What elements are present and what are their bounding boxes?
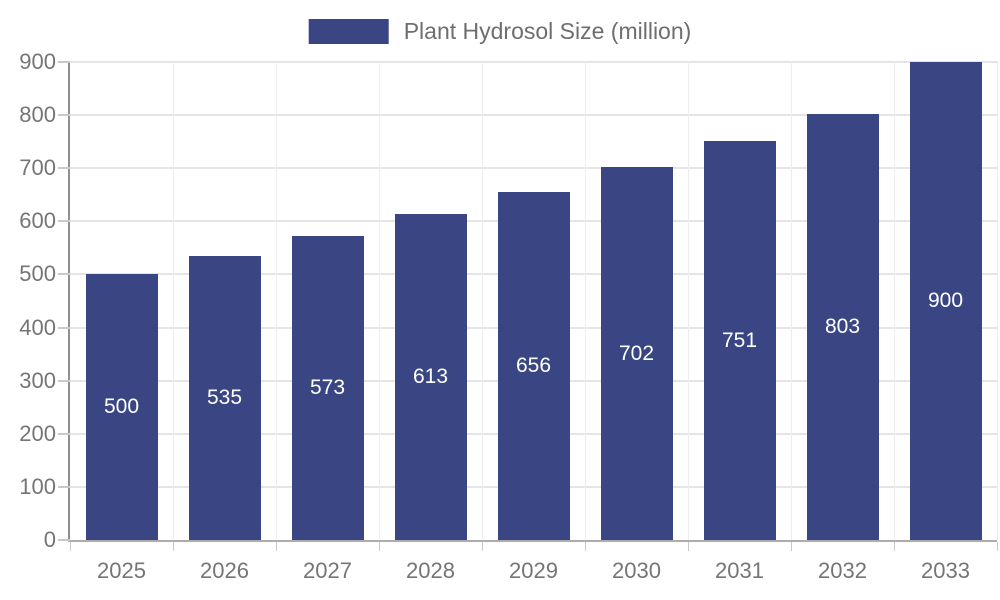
y-tick-900 [58, 61, 70, 63]
bar-2029[interactable]: 656 [497, 191, 570, 540]
plot-area: 0 100 200 300 400 500 600 700 800 900 500 2025 535 20… [19, 50, 998, 583]
gridline-v-7 [790, 62, 792, 540]
bar-value-label-2025: 500 [103, 395, 140, 419]
y-tick-label-300: 300 [19, 367, 56, 393]
gridline-v-8 [893, 62, 895, 540]
bar-value-label-2027: 573 [309, 375, 346, 399]
x-tick-label-2032: 2032 [818, 558, 867, 583]
bar-value-label-2029: 656 [515, 353, 552, 377]
x-tick-7 [790, 542, 792, 551]
bar-2028[interactable]: 613 [394, 214, 467, 540]
y-tick-300 [58, 379, 70, 382]
bar-2030[interactable]: 702 [600, 167, 673, 540]
y-tick-label-800: 800 [19, 102, 56, 128]
x-tick-5 [584, 542, 586, 551]
y-tick-label-0: 0 [43, 527, 56, 552]
gridline-v-2 [275, 62, 277, 540]
bar-value-label-2030: 702 [618, 341, 655, 365]
y-tick-label-600: 600 [19, 208, 56, 234]
x-tick-0 [69, 542, 71, 551]
y-tick-200 [58, 432, 70, 435]
x-tick-label-2026: 2026 [200, 558, 249, 583]
x-tick-label-2033: 2033 [921, 558, 970, 583]
y-tick-label-100: 100 [19, 473, 56, 499]
x-tick-3 [378, 542, 380, 551]
y-tick-400 [58, 326, 70, 329]
x-tick-label-2028: 2028 [406, 558, 455, 583]
legend[interactable]: Plant Hydrosol Size (million) [308, 18, 692, 45]
x-tick-6 [687, 542, 689, 551]
x-tick-2 [275, 542, 277, 551]
gridline-h-900 [70, 61, 997, 63]
y-tick-label-500: 500 [19, 261, 56, 287]
bar-value-label-2031: 751 [721, 328, 758, 352]
gridline-h-800 [70, 114, 997, 117]
bar-2025[interactable]: 500 [85, 274, 158, 540]
y-tick-0 [58, 539, 70, 541]
y-tick-label-900: 900 [19, 49, 56, 74]
y-tick-label-200: 200 [19, 420, 56, 446]
x-tick-4 [481, 542, 483, 551]
x-tick-9 [996, 542, 998, 551]
bar-value-label-2033: 900 [927, 289, 964, 312]
x-axis-line [68, 540, 997, 542]
y-axis-line [68, 62, 70, 542]
bar-value-label-2032: 803 [824, 314, 861, 338]
gridline-v-3 [378, 62, 380, 540]
bar-2033[interactable]: 900 [909, 62, 982, 540]
bar-value-label-2028: 613 [412, 365, 449, 389]
y-tick-800 [58, 114, 70, 117]
y-tick-600 [58, 220, 70, 223]
gridline-h-700 [70, 167, 997, 170]
y-tick-500 [58, 273, 70, 276]
y-tick-label-700: 700 [19, 155, 56, 181]
bar-2026[interactable]: 535 [188, 255, 261, 540]
legend-label: Plant Hydrosol Size (million) [403, 18, 692, 44]
x-tick-1 [172, 542, 174, 551]
x-tick-label-2030: 2030 [612, 558, 661, 583]
legend-swatch [308, 19, 389, 44]
bar-2031[interactable]: 751 [703, 141, 776, 540]
bar-2027[interactable]: 573 [291, 235, 364, 540]
x-tick-label-2031: 2031 [715, 558, 764, 583]
y-tick-100 [58, 485, 70, 488]
y-tick-700 [58, 167, 70, 170]
gridline-v-9 [996, 62, 998, 540]
x-tick-8 [893, 542, 895, 551]
gridline-v-1 [172, 62, 174, 540]
x-tick-label-2025: 2025 [97, 558, 146, 583]
bar-value-label-2026: 535 [206, 385, 243, 409]
bar-2032[interactable]: 803 [806, 113, 879, 540]
x-tick-label-2027: 2027 [303, 558, 352, 583]
x-tick-label-2029: 2029 [509, 558, 558, 583]
gridline-v-5 [584, 62, 586, 540]
y-tick-label-400: 400 [19, 314, 56, 340]
gridline-v-4 [481, 62, 483, 540]
gridline-v-6 [687, 62, 689, 540]
